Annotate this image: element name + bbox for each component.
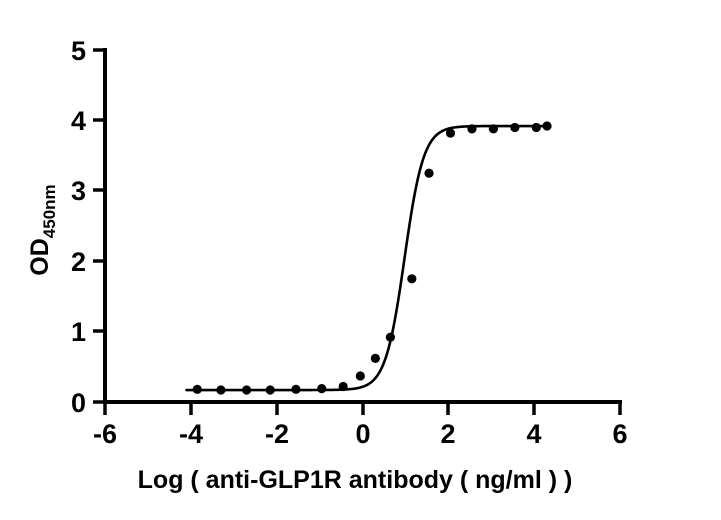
- y-tick-label-5: 5: [71, 36, 86, 66]
- data-point: [445, 128, 456, 138]
- data-point: [265, 385, 275, 395]
- data-point: [317, 384, 327, 394]
- data-point: [355, 371, 365, 381]
- x-tick-label-4: 4: [526, 419, 541, 449]
- y-axis-ticks: [93, 48, 105, 404]
- data-point: [338, 381, 348, 392]
- y-tick-label-0: 0: [71, 388, 86, 418]
- y-axis-tick-labels: 5 4 3 2 1 0: [71, 36, 86, 418]
- data-point: [291, 384, 301, 394]
- sigmoid-fit-curve: [185, 124, 551, 392]
- x-axis-title: Log ( anti-GLP1R antibody ( ng/ml ) ): [138, 466, 573, 494]
- y-axis-title: OD450nm: [26, 184, 59, 275]
- y-tick-label-3: 3: [71, 176, 86, 206]
- y-tick-label-1: 1: [71, 317, 86, 347]
- x-tick-label-2: 2: [440, 419, 455, 449]
- data-point: [242, 385, 252, 395]
- y-axis-title-group: OD450nm: [26, 184, 59, 275]
- x-tick-label-neg4: -4: [179, 419, 203, 449]
- data-point: [407, 274, 417, 284]
- y-tick-label-2: 2: [71, 247, 86, 277]
- data-point: [385, 332, 395, 342]
- x-axis-ticks: [103, 402, 622, 415]
- data-point: [488, 124, 498, 134]
- data-point: [542, 121, 552, 131]
- axis-lines: [103, 48, 622, 404]
- data-point: [192, 384, 202, 394]
- x-tick-label-neg6: -6: [93, 419, 117, 449]
- data-point: [424, 168, 434, 178]
- data-point-series: [192, 121, 552, 395]
- data-point: [510, 122, 520, 133]
- x-tick-label-neg2: -2: [265, 419, 289, 449]
- x-axis-tick-labels: -6 -4 -2 0 2 4 6: [93, 419, 628, 449]
- y-axis-title-main: OD: [26, 238, 54, 276]
- data-point: [531, 122, 541, 133]
- y-axis-title-subscript: 450nm: [40, 184, 59, 238]
- data-point: [370, 353, 380, 363]
- data-point: [216, 385, 226, 395]
- data-point: [467, 124, 477, 134]
- x-tick-label-0: 0: [355, 419, 370, 449]
- y-tick-label-4: 4: [71, 106, 86, 136]
- x-tick-label-6: 6: [612, 419, 627, 449]
